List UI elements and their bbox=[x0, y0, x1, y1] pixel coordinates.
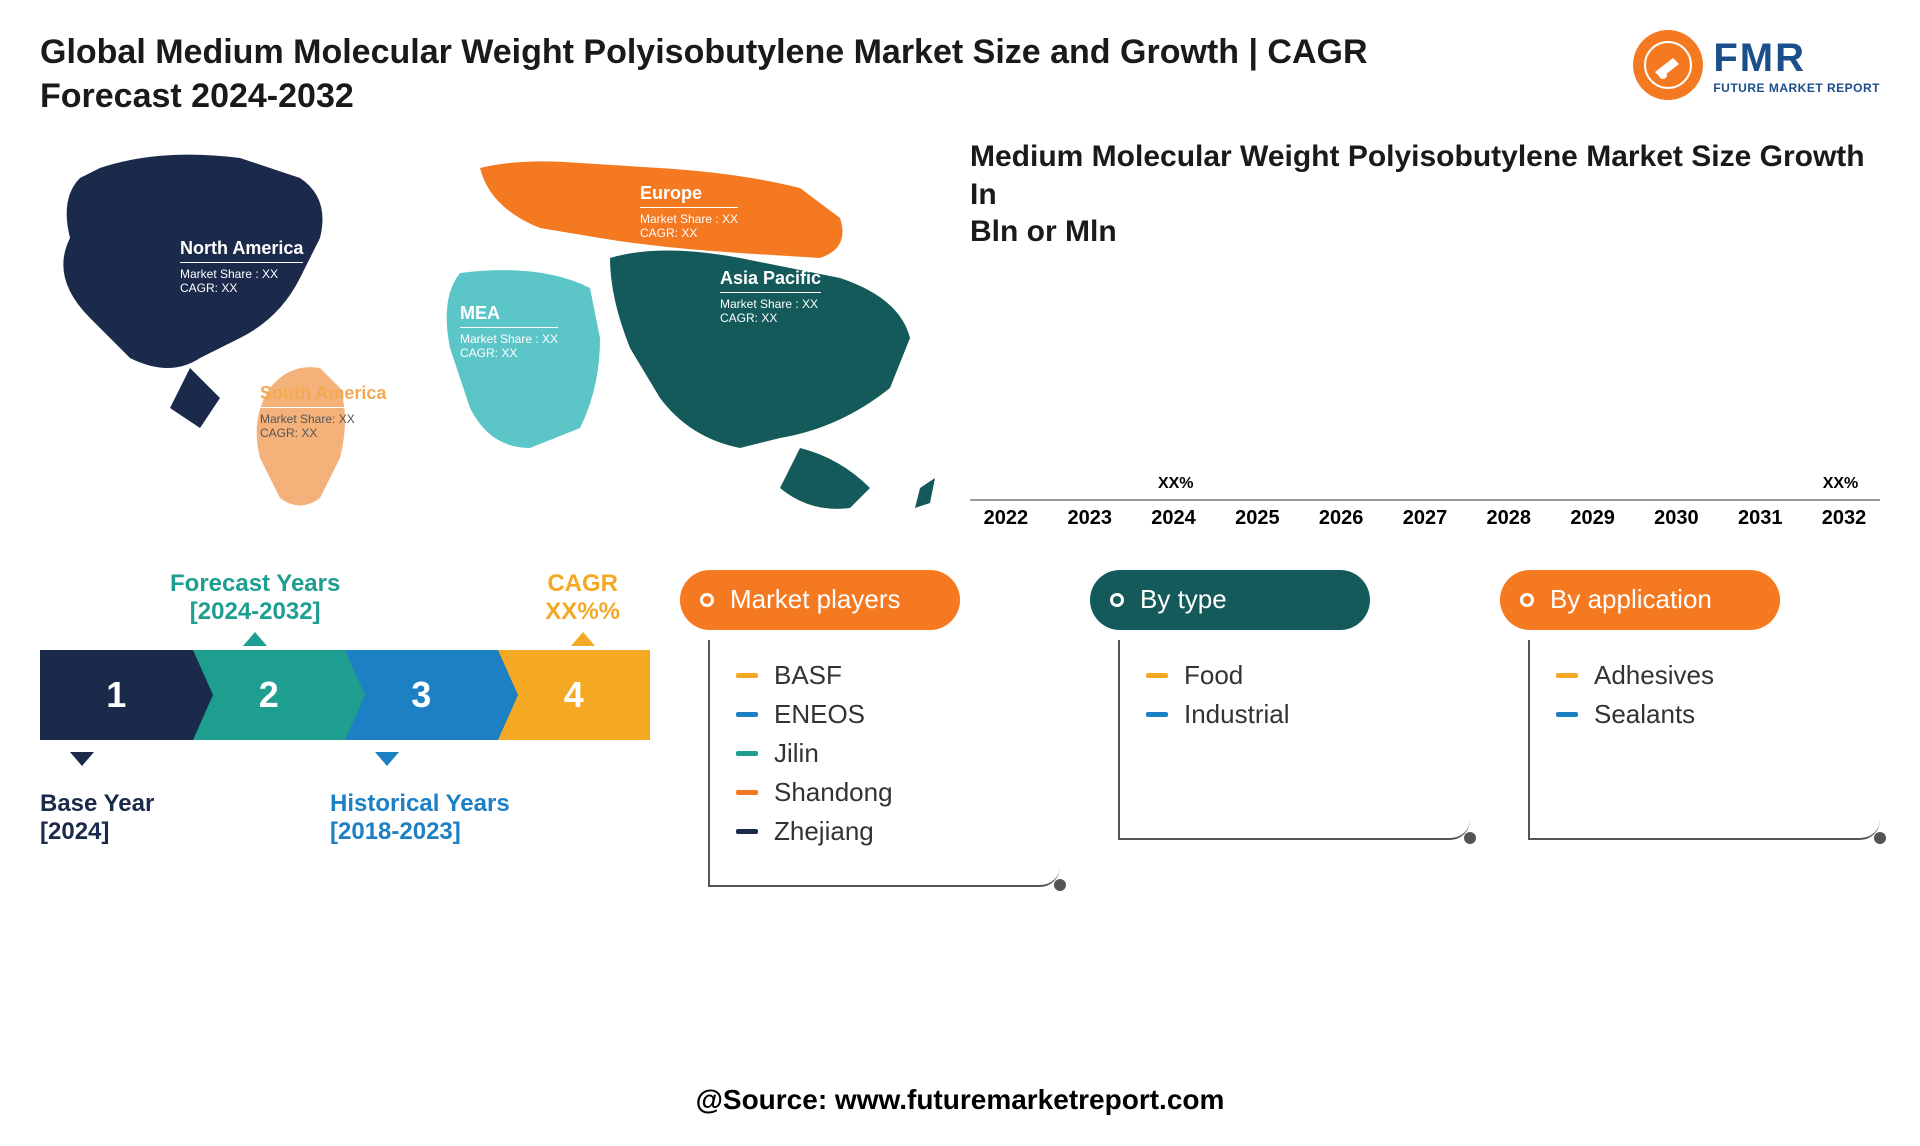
category-item: BASF bbox=[736, 660, 1040, 691]
category-item: Zhejiang bbox=[736, 816, 1040, 847]
year-tick: 2024 bbox=[1138, 507, 1210, 530]
arrow-up-icon bbox=[243, 632, 267, 646]
year-tick: 2030 bbox=[1641, 507, 1713, 530]
year-tick: 2031 bbox=[1724, 507, 1796, 530]
category-item: Shandong bbox=[736, 777, 1040, 808]
category-pill: By type bbox=[1090, 570, 1370, 630]
timeline-segment: 4 bbox=[498, 650, 651, 740]
category-list: Food Industrial bbox=[1118, 640, 1470, 840]
category-list: BASF ENEOS Jilin Shandong Zhejiang bbox=[708, 640, 1060, 887]
arrow-down-icon bbox=[70, 752, 94, 766]
region-label: North AmericaMarket Share : XXCAGR: XX bbox=[180, 238, 303, 295]
timeline-segment: 1 bbox=[40, 650, 193, 740]
category-block: Market players BASF ENEOS Jilin Shandong Zhe… bbox=[680, 570, 1060, 887]
page-title: Global Medium Molecular Weight Polyisobu… bbox=[40, 30, 1460, 118]
categories: Market players BASF ENEOS Jilin Shandong Zhe… bbox=[680, 570, 1880, 887]
chart-x-axis: 2022 2023 2024 2025 2026 2027 2028 2029 2030 2031… bbox=[970, 507, 1880, 530]
bar-chart: Medium Molecular Weight Polyisobutylene … bbox=[970, 138, 1880, 530]
telescope-icon bbox=[1633, 30, 1703, 100]
timeline: Forecast Years[2024-2032] CAGRXX%% 1234 … bbox=[40, 570, 650, 772]
year-tick: 2025 bbox=[1221, 507, 1293, 530]
arrow-down-icon bbox=[375, 752, 399, 766]
world-map: North AmericaMarket Share : XXCAGR: XX So… bbox=[40, 138, 940, 518]
logo-main: FMR bbox=[1713, 36, 1880, 81]
category-item: ENEOS bbox=[736, 699, 1040, 730]
source-attribution: @Source: www.futuremarketreport.com bbox=[696, 1084, 1225, 1116]
chart-bars: XX%XX% bbox=[970, 261, 1880, 501]
timeline-bar: 1234 bbox=[40, 650, 650, 740]
logo-sub: FUTURE MARKET REPORT bbox=[1713, 81, 1880, 95]
chart-title: Medium Molecular Weight Polyisobutylene … bbox=[970, 138, 1880, 251]
timeline-segment: 3 bbox=[345, 650, 498, 740]
cagr-label: CAGRXX%% bbox=[545, 570, 620, 652]
category-block: By type Food Industrial bbox=[1090, 570, 1470, 887]
year-tick: 2029 bbox=[1557, 507, 1629, 530]
year-tick: 2032 bbox=[1808, 507, 1880, 530]
year-tick: 2023 bbox=[1054, 507, 1126, 530]
category-block: By application Adhesives Sealants bbox=[1500, 570, 1880, 887]
category-item: Adhesives bbox=[1556, 660, 1860, 691]
timeline-segment: 2 bbox=[193, 650, 346, 740]
logo-text: FMR FUTURE MARKET REPORT bbox=[1713, 36, 1880, 95]
region-label: Asia PacificMarket Share : XXCAGR: XX bbox=[720, 268, 821, 325]
header: Global Medium Molecular Weight Polyisobu… bbox=[40, 30, 1880, 118]
category-list: Adhesives Sealants bbox=[1528, 640, 1880, 840]
category-item: Sealants bbox=[1556, 699, 1860, 730]
category-pill: Market players bbox=[680, 570, 960, 630]
year-tick: 2022 bbox=[970, 507, 1042, 530]
region-label: South AmericaMarket Share: XXCAGR: XX bbox=[260, 383, 386, 440]
region-label: EuropeMarket Share : XXCAGR: XX bbox=[640, 183, 738, 240]
base-year-label: Base Year[2024] bbox=[40, 790, 154, 846]
bottom-row: Forecast Years[2024-2032] CAGRXX%% 1234 … bbox=[40, 570, 1880, 887]
category-pill: By application bbox=[1500, 570, 1780, 630]
forecast-years-label: Forecast Years[2024-2032] bbox=[170, 570, 340, 652]
year-tick: 2026 bbox=[1305, 507, 1377, 530]
logo: FMR FUTURE MARKET REPORT bbox=[1633, 30, 1880, 100]
category-item: Industrial bbox=[1146, 699, 1450, 730]
historical-years-label: Historical Years[2018-2023] bbox=[330, 790, 510, 846]
main-row: North AmericaMarket Share : XXCAGR: XX So… bbox=[40, 138, 1880, 530]
region-label: MEAMarket Share : XXCAGR: XX bbox=[460, 303, 558, 360]
year-tick: 2027 bbox=[1389, 507, 1461, 530]
year-tick: 2028 bbox=[1473, 507, 1545, 530]
arrow-up-icon bbox=[571, 632, 595, 646]
category-item: Food bbox=[1146, 660, 1450, 691]
category-item: Jilin bbox=[736, 738, 1040, 769]
